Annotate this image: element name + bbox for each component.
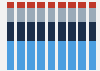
Bar [68,22,76,41]
Bar [7,22,14,41]
Bar [37,2,45,8]
Bar [37,22,45,41]
Bar [78,41,86,70]
Bar [27,2,35,8]
Bar [17,41,25,70]
Bar [58,22,66,41]
Bar [58,8,66,22]
Bar [27,41,35,70]
Bar [27,22,35,41]
Bar [78,22,86,41]
Bar [7,2,14,8]
Bar [48,41,55,70]
Bar [37,8,45,22]
Bar [78,8,86,22]
Bar [7,8,14,22]
Bar [17,22,25,41]
Bar [68,8,76,22]
Bar [17,8,25,22]
Bar [88,2,96,8]
Bar [58,41,66,70]
Bar [88,22,96,41]
Bar [88,8,96,22]
Bar [48,22,55,41]
Bar [68,2,76,8]
Bar [68,41,76,70]
Bar [48,8,55,22]
Bar [27,8,35,22]
Bar [88,41,96,70]
Bar [37,41,45,70]
Bar [48,2,55,8]
Bar [58,2,66,8]
Bar [78,2,86,8]
Bar [17,2,25,8]
Bar [7,41,14,70]
